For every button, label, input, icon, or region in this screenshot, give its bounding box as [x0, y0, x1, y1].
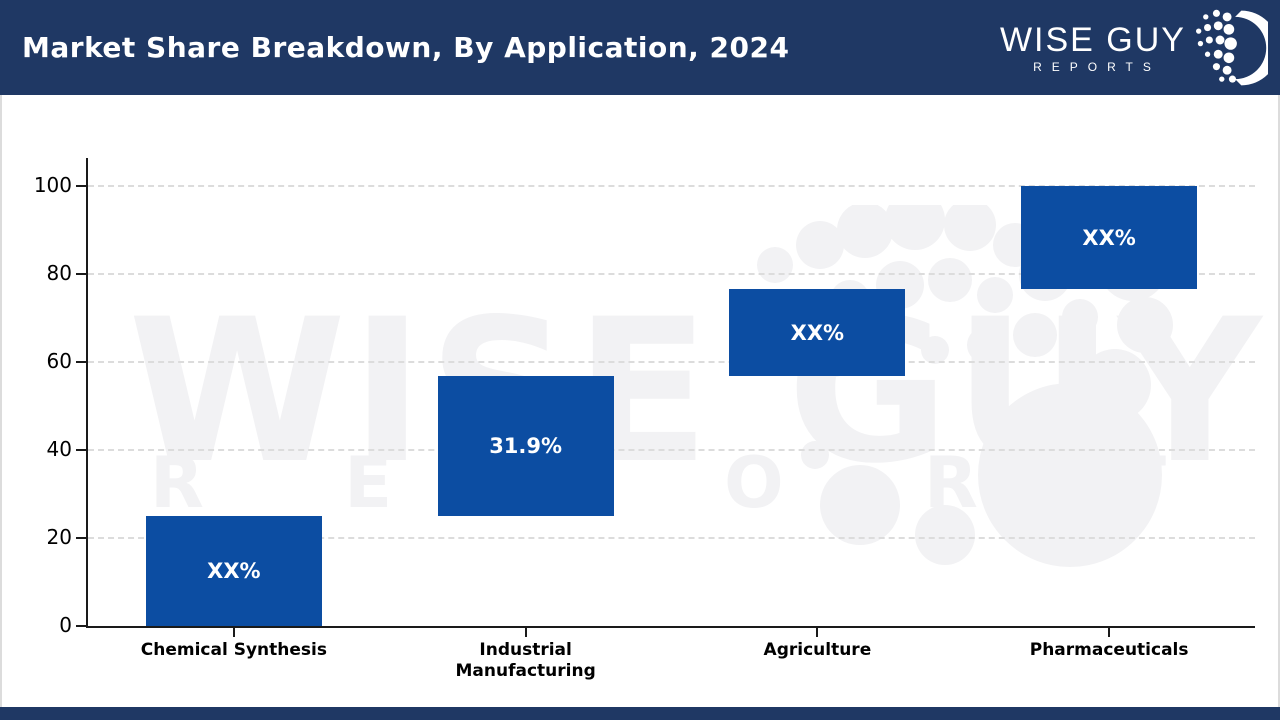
y-axis-spine — [86, 158, 88, 628]
y-tick-label: 100 — [33, 173, 72, 197]
gridline — [88, 185, 1255, 187]
header-bar: Market Share Breakdown, By Application, … — [0, 0, 1280, 95]
y-tick — [76, 449, 86, 451]
gridline — [88, 273, 1255, 275]
y-tick-label: 40 — [46, 437, 72, 461]
x-tick — [232, 628, 235, 637]
x-tick-label: Agriculture — [763, 640, 872, 660]
y-tick-label: 80 — [46, 261, 72, 285]
page-right-border — [1278, 95, 1280, 720]
logo-subtext: REPORTS — [1033, 60, 1161, 75]
x-axis-spine — [86, 626, 1255, 628]
y-tick-label: 20 — [46, 525, 72, 549]
page-title: Market Share Breakdown, By Application, … — [22, 31, 790, 64]
logo-face-icon — [1196, 9, 1268, 86]
bar-segment: XX% — [145, 516, 322, 626]
x-tick — [524, 628, 527, 637]
x-tick — [1108, 628, 1111, 637]
gridline — [88, 361, 1255, 363]
y-tick — [76, 625, 86, 627]
x-tick — [816, 628, 819, 637]
bar-value-label: XX% — [1082, 225, 1136, 250]
brand-logo: WISE GUY REPORTS — [1000, 6, 1268, 90]
gridline — [88, 449, 1255, 451]
y-tick-label: 0 — [59, 613, 72, 637]
y-tick — [76, 185, 86, 187]
x-tick-label: Pharmaceuticals — [1029, 640, 1189, 660]
bar-segment: 31.9% — [437, 375, 614, 516]
y-tick-label: 60 — [46, 349, 72, 373]
y-tick — [76, 273, 86, 275]
bar-segment: XX% — [1021, 186, 1198, 290]
footer-bar — [0, 707, 1280, 720]
x-tick-label: Chemical Synthesis — [140, 640, 327, 660]
bar-segment: XX% — [729, 289, 906, 376]
y-tick — [76, 361, 86, 363]
logo-wordmark-block: WISE GUY REPORTS — [999, 20, 1186, 75]
logo-wordmark: WISE GUY — [999, 20, 1186, 59]
bar-value-label: XX% — [790, 320, 845, 345]
x-tick-label: Industrial Manufacturing — [455, 640, 596, 681]
bar-value-label: 31.9% — [489, 433, 563, 458]
page-left-border — [0, 95, 2, 720]
bar-value-label: XX% — [207, 559, 261, 583]
y-tick — [76, 537, 86, 539]
gridline — [88, 537, 1255, 539]
